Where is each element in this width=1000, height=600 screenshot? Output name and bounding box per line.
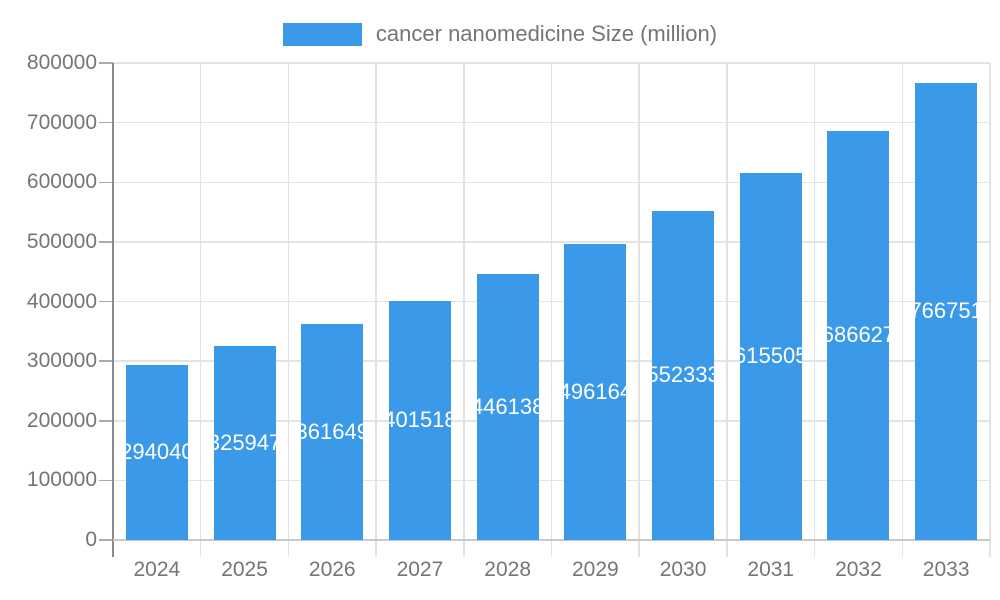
gridline-vertical: [199, 63, 202, 557]
y-axis-tick: [99, 479, 113, 482]
bar-value-label: 552333: [652, 362, 715, 388]
gridline-vertical: [989, 63, 991, 557]
bar-value-label: 615505: [739, 343, 802, 369]
legend-label: cancer nanomedicine Size (million): [375, 21, 718, 46]
bar-2026: [301, 324, 364, 540]
x-axis-label: 2028: [484, 558, 531, 581]
x-axis-label: 2030: [659, 558, 707, 581]
bar-value-label: 496164: [564, 379, 627, 405]
y-axis-tick: [99, 121, 113, 124]
gridline-vertical: [463, 63, 465, 557]
y-axis-tick: [99, 360, 113, 362]
gridline-vertical: [726, 63, 728, 557]
bar-2029: [564, 244, 627, 540]
bar-value-label: 361649: [301, 419, 364, 445]
gridline-vertical: [813, 63, 816, 557]
gridline-vertical: [638, 63, 640, 557]
y-axis-label: 700000: [26, 110, 97, 134]
bar-value-label: 294040: [125, 439, 188, 465]
gridline-vertical: [550, 63, 553, 557]
y-axis-label: 500000: [26, 229, 97, 253]
y-axis-line: [112, 63, 114, 557]
y-axis-tick: [99, 241, 113, 243]
bar-value-label: 446138: [476, 393, 539, 419]
y-axis-tick: [99, 539, 113, 541]
bar-2033: [915, 82, 978, 540]
y-axis-label: 300000: [26, 349, 97, 373]
gridline-vertical: [287, 63, 290, 557]
x-axis-label: 2033: [922, 558, 970, 581]
x-axis-label: 2025: [221, 558, 268, 581]
y-axis-tick: [99, 420, 113, 422]
x-axis-label: 2024: [133, 558, 181, 581]
gridline-vertical: [901, 63, 904, 557]
bar-2030: [652, 210, 715, 540]
x-axis-line: [113, 539, 990, 541]
y-axis-label: 200000: [26, 408, 97, 432]
y-axis-label: 800000: [26, 51, 97, 74]
x-axis-label: 2026: [308, 558, 356, 581]
bar-value-label: 401518: [388, 407, 451, 433]
bar-2031: [739, 173, 802, 540]
bar-value-label: 686627: [827, 322, 890, 348]
y-axis-tick: [99, 300, 113, 303]
legend-swatch: [282, 22, 362, 46]
x-axis-label: 2029: [571, 558, 619, 581]
gridline-vertical: [375, 63, 377, 557]
y-axis-label: 100000: [26, 468, 97, 492]
bar-2028: [476, 273, 539, 540]
x-axis-label: 2032: [835, 558, 882, 581]
y-axis-tick: [99, 62, 113, 64]
y-axis-label: 600000: [26, 170, 97, 194]
bar-value-label: 325947: [213, 429, 276, 455]
bar-2025: [213, 345, 276, 540]
x-axis-label: 2031: [747, 558, 795, 581]
y-axis-tick: [99, 181, 113, 183]
y-axis-label: 400000: [26, 289, 97, 313]
y-axis-label: 0: [85, 528, 97, 551]
bar-value-label: 766751: [915, 298, 978, 324]
chart-legend: cancer nanomedicine Size (million): [0, 18, 1000, 50]
bar-2032: [827, 130, 890, 540]
bar-2024: [125, 364, 188, 540]
x-axis-label: 2027: [396, 558, 444, 581]
bar-2027: [388, 300, 451, 540]
